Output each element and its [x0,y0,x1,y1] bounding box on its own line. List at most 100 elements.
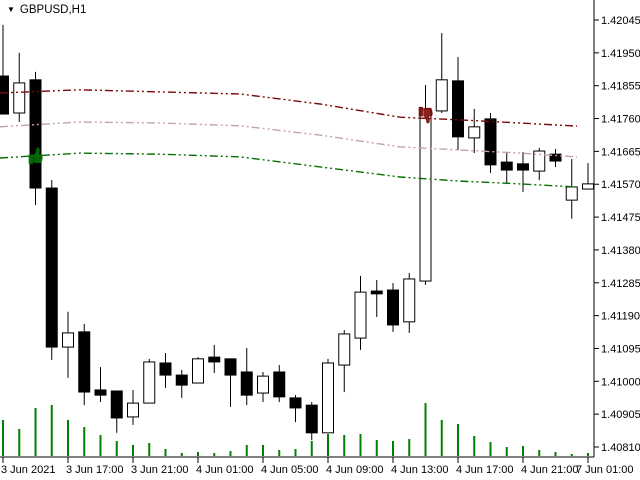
price-axis[interactable]: 1.42045 1.41950 1.41855 1.41760 1.41665 1.415… [594,15,640,454]
price-axis-label: 1.40905 [601,409,640,421]
candle-body [517,163,529,171]
time-axis-label: 4 Jun 01:00 [196,464,254,476]
candle-bearish [289,395,302,423]
candle-body [500,161,513,171]
candle-body [484,118,497,166]
candle-body [62,332,74,348]
candle-bearish [240,348,253,406]
lower-band-line [0,152,578,188]
candle-body [354,291,367,339]
candle-body [45,187,58,348]
price-axis-label: 1.41190 [601,311,640,323]
time-axis-label: 4 Jun 21:00 [521,464,579,476]
candle-bearish [175,369,188,398]
price-axis-label: 1.40810 [601,442,640,454]
price-axis-label: 1.41570 [601,179,640,191]
candle-body [435,79,448,112]
candle-bearish [110,390,123,433]
candle-bullish [403,273,416,333]
time-axis-label: 4 Jun 17:00 [456,464,514,476]
candle-bearish [94,367,107,403]
candle-bearish [0,24,9,115]
candle-body [13,82,26,114]
price-axis-label: 1.42045 [601,15,640,27]
candle-body [338,333,351,366]
candle-body [29,79,42,189]
chevron-down-icon[interactable]: ▼ [7,5,15,14]
price-axis-label: 1.41760 [601,114,640,126]
candle-body [143,361,156,404]
candle-body [403,278,416,323]
candle-bearish [29,71,42,205]
candle-body [192,358,204,384]
candle-body [0,75,9,115]
candle-bullish [565,158,578,219]
symbol-label: ▼ GBPUSD,H1 [7,4,86,16]
candle-bullish [143,358,156,404]
candle-bullish [338,330,351,393]
candle-bullish [322,358,334,434]
candle-bearish [484,113,497,173]
buy-signal [28,147,43,165]
time-axis-label: 3 Jun 2021 [1,464,55,476]
candle-body [224,358,237,376]
candle-body [468,126,481,139]
candle-bullish [468,108,481,154]
time-axis-label: 4 Jun 05:00 [261,464,319,476]
candle-bearish [208,345,221,374]
candle-bullish [354,275,367,350]
candle-bullish [13,52,26,122]
price-axis-label: 1.41950 [601,48,640,60]
candle-bearish [387,283,399,332]
candle-body [257,375,269,394]
candle-bearish [549,148,562,167]
time-axis[interactable]: 3 Jun 2021 3 Jun 17:00 3 Jun 21:00 4 Jun 01… [1,457,634,476]
candle-body [452,80,464,138]
candle-bearish [273,365,286,403]
time-axis-label: 7 Jun 01:00 [576,464,634,476]
price-axis-label: 1.41000 [601,376,640,388]
price-axis-label: 1.41475 [601,212,640,224]
candle-body [175,374,188,386]
candle-body [110,390,123,419]
candle-body [159,362,172,376]
candle-bullish [127,389,139,425]
candle-bullish [435,33,448,114]
candle-bearish [224,358,237,407]
volume-bars [2,403,589,456]
candle-body [387,289,399,326]
price-axis-label: 1.41665 [601,146,640,158]
candle-bearish [452,56,464,151]
candle-bearish [500,152,513,183]
candle-body [127,402,139,418]
candle-bullish [192,357,204,384]
candle-body [208,356,221,363]
candle-bearish [159,352,172,388]
candle-bearish [517,152,529,192]
candle-bullish [533,147,546,181]
thumb-down-icon [418,106,433,124]
candle-bearish [305,402,318,441]
upper-band-line [0,89,578,127]
sell-signal [418,106,433,124]
candle-bullish [257,371,269,403]
candle-body [273,371,286,398]
candle-body [370,290,383,295]
candle-body [305,404,318,434]
candle-body [322,362,334,434]
candle-bearish [78,323,91,406]
price-axis-label: 1.41380 [601,245,640,257]
price-axis-label: 1.41285 [601,278,640,290]
candle-body [78,331,91,393]
candle-body [582,183,594,190]
candle-body [289,397,302,409]
time-axis-label: 3 Jun 21:00 [131,464,189,476]
candle-body [419,108,432,282]
time-axis-label: 4 Jun 09:00 [326,464,384,476]
time-axis-label: 3 Jun 17:00 [66,464,124,476]
candle-bearish [45,180,58,360]
candle-body [533,150,546,172]
candle-bullish [62,311,74,378]
